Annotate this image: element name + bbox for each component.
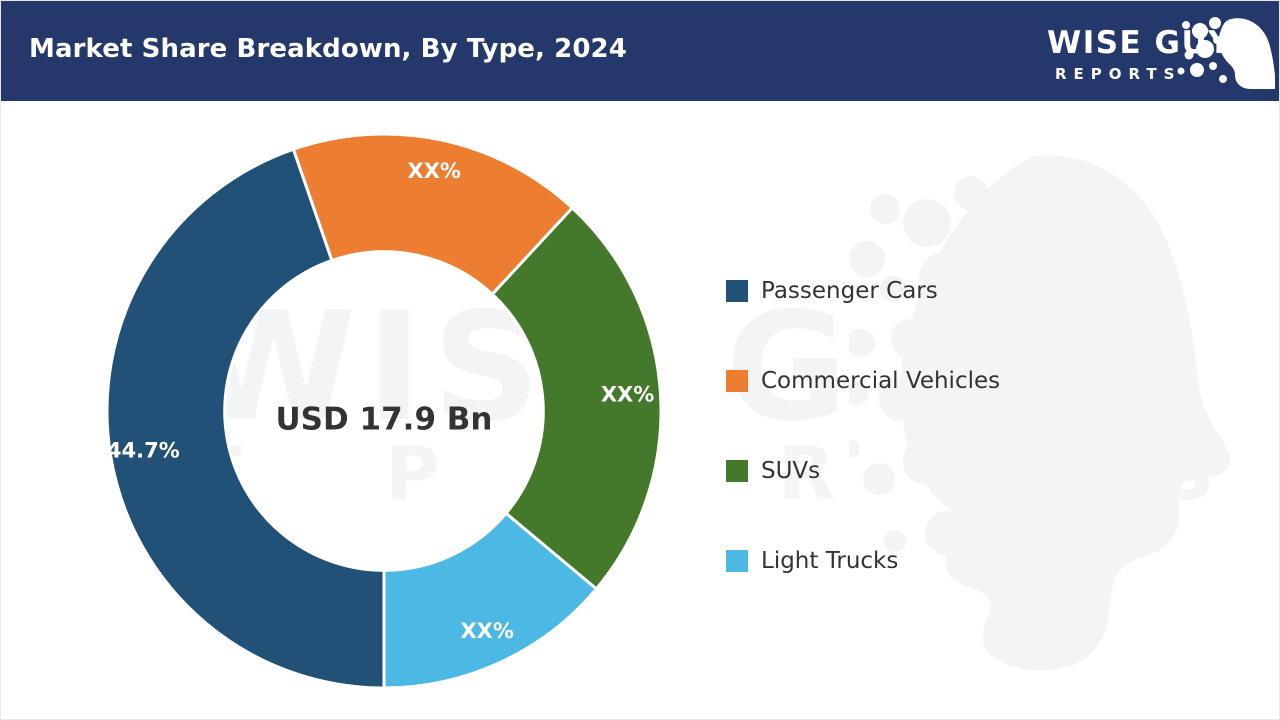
legend-item-light-trucks[interactable]: Light Trucks	[726, 516, 1076, 606]
legend-swatch-icon	[726, 550, 748, 572]
donut-slice[interactable]	[105, 147, 386, 690]
donut-slice-labels: 44.7% XX% XX% XX%	[107, 159, 654, 643]
donut-slice[interactable]	[490, 205, 663, 592]
wise-guy-reports-logo: WISE GUY REPORTS	[1045, 9, 1275, 93]
legend-item-commercial-vehicles[interactable]: Commercial Vehicles	[726, 336, 1076, 426]
legend-item-suvs[interactable]: SUVs	[726, 426, 1076, 516]
donut-slice[interactable]	[382, 511, 599, 690]
legend-swatch-icon	[726, 280, 748, 302]
donut-slice[interactable]	[291, 132, 575, 297]
legend-item-label: SUVs	[761, 458, 821, 484]
legend-swatch-icon	[726, 370, 748, 392]
donut-slice-label: XX%	[601, 383, 654, 407]
donut-slice-group	[105, 132, 663, 690]
donut-center-label: USD 17.9 Bn	[276, 402, 493, 438]
donut-slice-label: XX%	[460, 619, 513, 643]
legend-swatch-icon	[726, 460, 748, 482]
page-title: Market Share Breakdown, By Type, 2024	[29, 34, 627, 64]
chart-legend: Passenger Cars Commercial Vehicles SUVs …	[726, 246, 1076, 606]
legend-item-label: Light Trucks	[761, 548, 899, 574]
legend-item-label: Commercial Vehicles	[761, 368, 1001, 394]
legend-item-passenger-cars[interactable]: Passenger Cars	[726, 246, 1076, 336]
donut-slice-label: 44.7%	[107, 438, 180, 462]
legend-item-label: Passenger Cars	[761, 278, 938, 304]
donut-slice-label: XX%	[408, 159, 461, 183]
svg-text:REPORTS: REPORTS	[1055, 65, 1181, 83]
header-bar: Market Share Breakdown, By Type, 2024 WI…	[1, 1, 1279, 101]
donut-chart: 44.7% XX% XX% XX% USD 17.9 Bn	[96, 113, 696, 719]
